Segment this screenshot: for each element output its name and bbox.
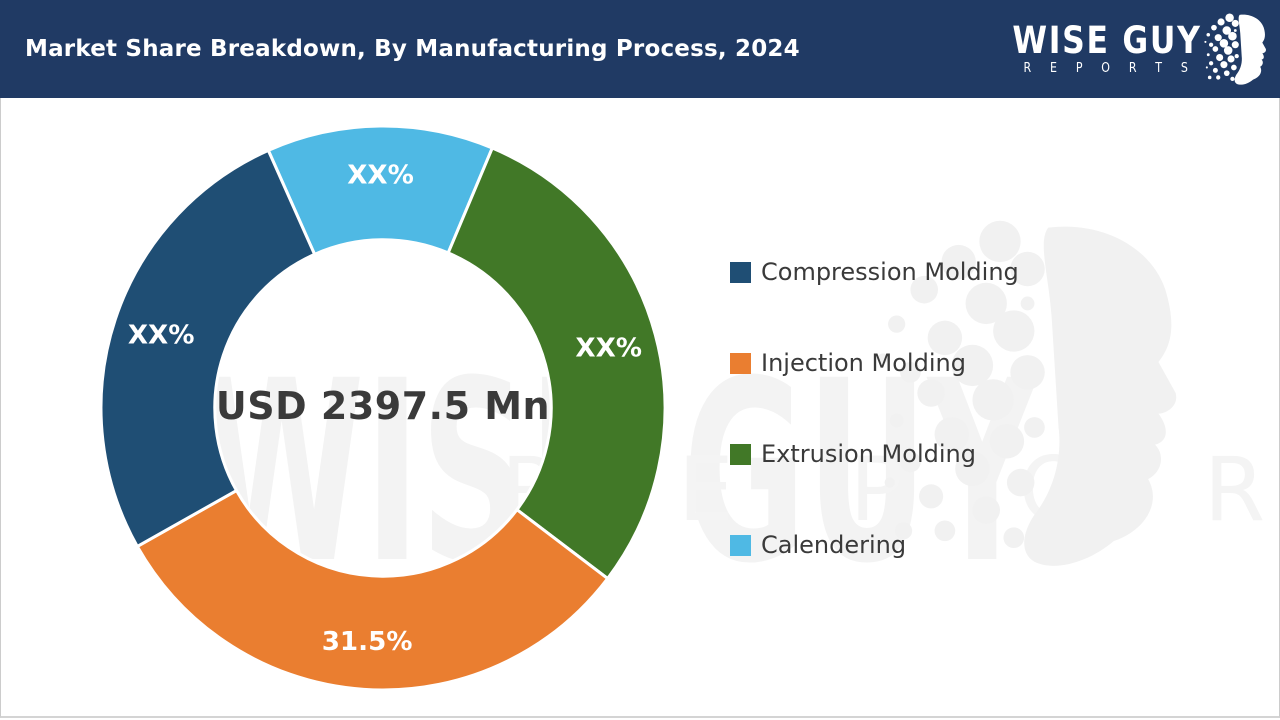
- header-bar: Market Share Breakdown, By Manufacturing…: [0, 0, 1280, 98]
- legend-item-calendering: Calendering: [730, 529, 1019, 561]
- chart-legend: Compression Molding Injection Molding Ex…: [730, 256, 1019, 620]
- legend-swatch-injection-molding: [730, 352, 751, 374]
- donut-slice-compression-molding: [99, 148, 317, 549]
- wiseguy-logo: WISE GUY R E P O R T S: [979, 6, 1268, 92]
- wiseguy-face-icon: [1204, 13, 1266, 85]
- donut-slice-extrusion-molding: [446, 146, 667, 581]
- chart-area: WISE GUY R E P O R T S XX%XX%31.5%XX% US…: [0, 98, 1280, 718]
- legend-swatch-extrusion-molding: [730, 443, 751, 465]
- slice-percentage-label: XX%: [347, 160, 414, 190]
- slice-percentage-label: XX%: [128, 321, 195, 351]
- legend-label: Injection Molding: [761, 349, 966, 377]
- donut-slice-injection-molding: [135, 488, 610, 692]
- legend-swatch-calendering: [730, 534, 751, 556]
- page-title: Market Share Breakdown, By Manufacturing…: [25, 36, 800, 62]
- legend-label: Extrusion Molding: [761, 440, 976, 468]
- donut-center-value: USD 2397.5 Mn: [215, 384, 551, 428]
- legend-item-extrusion-molding: Extrusion Molding: [730, 438, 1019, 470]
- logo-wordmark: WISE GUY: [1012, 18, 1202, 62]
- logo-subtitle: R E P O R T S: [1023, 61, 1196, 77]
- slice-percentage-label: XX%: [575, 334, 642, 364]
- legend-label: Calendering: [761, 531, 907, 559]
- donut-slice-labels: XX% XX% 31.5% XX%: [128, 160, 642, 657]
- slice-percentage-label: 31.5%: [322, 627, 413, 657]
- donut-chart: XX% XX% 31.5% XX%: [99, 124, 667, 692]
- legend-label: Compression Molding: [761, 258, 1019, 286]
- legend-item-compression-molding: Compression Molding: [730, 256, 1019, 288]
- donut-slices: [99, 124, 667, 692]
- legend-swatch-compression-molding: [730, 261, 751, 283]
- legend-item-injection-molding: Injection Molding: [730, 347, 1019, 379]
